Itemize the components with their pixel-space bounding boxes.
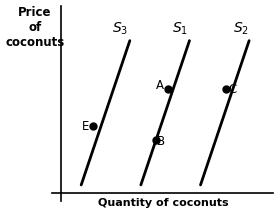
Text: B: B (157, 135, 165, 147)
Text: $S_3$: $S_3$ (112, 20, 128, 37)
Text: A: A (156, 79, 164, 92)
Text: $S_1$: $S_1$ (172, 20, 187, 37)
Text: E: E (82, 120, 89, 133)
Text: C: C (229, 83, 237, 96)
Y-axis label: Price
of
coconuts: Price of coconuts (5, 6, 64, 49)
Text: $S_2$: $S_2$ (234, 20, 249, 37)
X-axis label: Quantity of coconuts: Quantity of coconuts (98, 198, 228, 208)
